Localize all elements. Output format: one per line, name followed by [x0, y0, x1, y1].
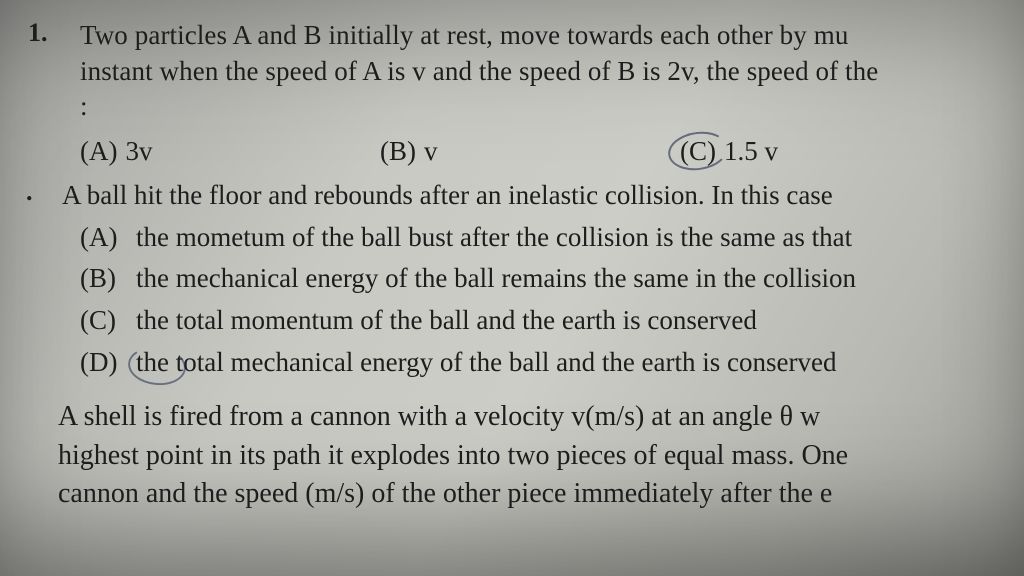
- choice-label: (A): [80, 220, 128, 256]
- q1-option-c: (C) 1.5 v: [680, 136, 778, 167]
- scanned-page: 1. Two particles A and B initially at re…: [0, 0, 1024, 576]
- q1-option-b: (B) v: [380, 136, 680, 167]
- q2-choice-d: (D) the total mechanical energy of the b…: [80, 345, 1024, 381]
- question-2-stem: A ball hit the floor and rebounds after …: [62, 177, 1024, 213]
- option-text: 3v: [125, 136, 152, 167]
- choice-text: the total mechanical energy of the ball …: [136, 345, 1024, 381]
- q3-line2: highest point in its path it explodes in…: [58, 440, 848, 471]
- option-label: (B): [380, 136, 416, 167]
- choice-text: the mometum of the ball bust after the c…: [136, 220, 1024, 256]
- q2-choice-a: (A) the mometum of the ball bust after t…: [80, 220, 1024, 256]
- q1-colon: :: [80, 91, 1024, 122]
- option-text: 1.5 v: [724, 136, 778, 167]
- choice-text: the total momentum of the ball and the e…: [136, 303, 1024, 339]
- choice-text: the mechanical energy of the ball remain…: [136, 261, 1024, 297]
- q2-choice-c: (C) the total momentum of the ball and t…: [80, 303, 1024, 339]
- choice-label: (C): [80, 303, 128, 339]
- option-label: (A): [80, 136, 117, 167]
- question-1: 1. Two particles A and B initially at re…: [22, 18, 1024, 167]
- question-2: . A ball hit the floor and rebounds afte…: [22, 177, 1024, 380]
- option-label: (C): [680, 136, 716, 167]
- q1-line2: instant when the speed of A is v and the…: [80, 56, 878, 86]
- q3-line1: A shell is fired from a cannon with a ve…: [58, 401, 820, 432]
- choice-label: (B): [80, 261, 128, 297]
- choice-label: (D): [80, 345, 128, 381]
- question-3-stem: A shell is fired from a cannon with a ve…: [58, 398, 1024, 514]
- q3-line3: cannon and the speed (m/s) of the other …: [58, 478, 832, 509]
- q2-choice-b: (B) the mechanical energy of the ball re…: [80, 261, 1024, 297]
- question-1-stem: Two particles A and B initially at rest,…: [80, 18, 1024, 89]
- q1-option-a: (A) 3v: [80, 136, 380, 167]
- question-number: 1.: [28, 18, 48, 48]
- q2-lead-bullet: .: [26, 177, 33, 207]
- q1-options-row: (A) 3v (B) v (C) 1.5 v: [80, 136, 1024, 167]
- option-text: v: [424, 136, 438, 167]
- q1-line1: Two particles A and B initially at rest,…: [80, 20, 848, 50]
